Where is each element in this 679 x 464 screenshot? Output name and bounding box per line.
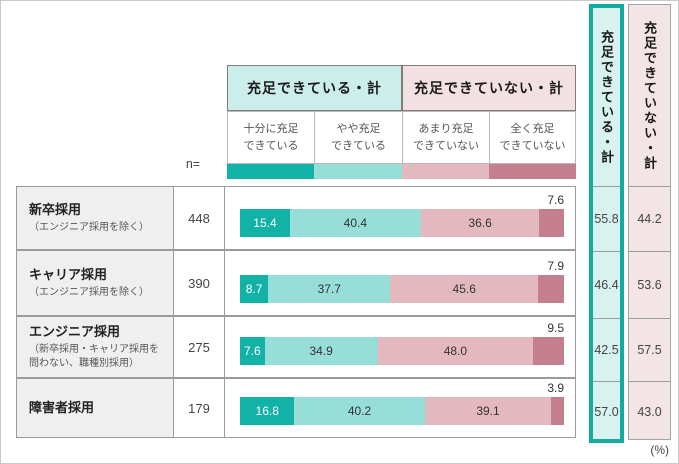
bar-segment: 40.2: [294, 397, 425, 425]
bar-segment: 39.1: [424, 397, 552, 425]
stacked-bar: 8.7 37.7 45.6: [240, 275, 564, 303]
summary-negative-value: 43.0: [629, 381, 670, 442]
bar-segment: 8.7: [240, 275, 269, 303]
summary-positive-value: 42.5: [593, 318, 620, 381]
unit-label: (%): [650, 443, 669, 457]
n-label: n=: [185, 157, 201, 171]
n-value: 275: [174, 317, 225, 377]
bar-segment: 36.6: [420, 209, 540, 237]
summary-positive-value: 55.8: [593, 186, 620, 251]
category-cell: キャリア採用 （エンジニア採用を除く）: [17, 251, 174, 315]
category-label: エンジニア採用: [29, 324, 121, 340]
stacked-bar: 15.4 40.4 36.6: [240, 209, 564, 237]
summary-negative-value: 57.5: [629, 318, 670, 381]
category-cell: エンジニア採用 （新卒採用・キャリア採用を 問わない、職種別採用）: [17, 317, 174, 377]
category-label: キャリア採用: [29, 267, 108, 283]
summary-negative-header: 充足できていない・計: [642, 20, 657, 171]
bar-segment: 15.4: [240, 209, 290, 237]
group-header-positive: 充足できている・計: [227, 65, 402, 111]
bar-segment-value-above: 7.9: [547, 259, 564, 273]
bar-segment: [551, 397, 564, 425]
stacked-bar: 16.8 40.2 39.1: [240, 397, 564, 425]
bar-segment: 34.9: [264, 337, 378, 365]
legend-strip-somewhat: [314, 164, 403, 179]
summary-negative-column: 充足できていない・計 44.2 53.6 57.5 43.0: [628, 4, 671, 440]
n-value: 390: [174, 251, 225, 315]
summary-positive-header: 充足できている・計: [599, 29, 614, 165]
table-row: エンジニア採用 （新卒採用・キャリア採用を 問わない、職種別採用） 275 7.6 34…: [16, 316, 576, 378]
bar-segment-value-above: 9.5: [547, 321, 564, 335]
legend-strip-not-quite: [402, 164, 490, 179]
sub-header-not-quite: あまり充足 できていない: [402, 111, 490, 164]
sub-header-sufficient: 十分に充足 できている: [227, 111, 315, 164]
summary-negative-value: 53.6: [629, 251, 670, 318]
summary-positive-value: 57.0: [593, 381, 620, 442]
summary-positive-column: 充足できている・計 55.8 46.4 42.5 57.0: [589, 4, 624, 443]
table-row: 新卒採用 （エンジニア採用を除く） 448 15.4 40.4 36.6 7.6: [16, 186, 576, 250]
category-cell: 新卒採用 （エンジニア採用を除く）: [17, 187, 174, 249]
summary-negative-value: 44.2: [629, 186, 670, 251]
category-cell: 障害者採用: [17, 379, 174, 437]
category-note: （エンジニア採用を除く）: [29, 286, 149, 298]
bar-segment-value-above: 3.9: [547, 381, 564, 395]
bar-segment: [533, 337, 564, 365]
bar-segment: 45.6: [390, 275, 539, 303]
table-row: 障害者採用 179 16.8 40.2 39.1 3.9: [16, 378, 576, 438]
category-note: （新卒採用・キャリア採用を 問わない、職種別採用）: [29, 343, 159, 369]
bar-segment: [539, 209, 564, 237]
n-value: 179: [174, 379, 225, 437]
bar-segment: 16.8: [240, 397, 295, 425]
group-header-negative-label: 充足できていない・計: [414, 80, 564, 96]
bar-segment: 37.7: [268, 275, 391, 303]
sub-header-somewhat: やや充足 できている: [314, 111, 403, 164]
category-note: （エンジニア採用を除く）: [29, 221, 149, 233]
bar-segment: 7.6: [240, 337, 265, 365]
legend-strip-sufficient: [227, 164, 315, 179]
bar-segment: 40.4: [289, 209, 421, 237]
bar-segment: 48.0: [377, 337, 534, 365]
sub-header-not-at-all: 全く充足 できていない: [489, 111, 576, 164]
group-header-positive-label: 充足できている・計: [247, 80, 382, 96]
group-header-negative: 充足できていない・計: [402, 65, 576, 111]
n-value: 448: [174, 187, 225, 249]
category-label: 障害者採用: [29, 400, 95, 416]
legend-strip-not-at-all: [489, 164, 576, 179]
category-label: 新卒採用: [29, 202, 82, 218]
table-row: キャリア採用 （エンジニア採用を除く） 390 8.7 37.7 45.6 7.9: [16, 250, 576, 316]
bar-segment-value-above: 7.6: [547, 193, 564, 207]
summary-positive-value: 46.4: [593, 251, 620, 318]
bar-segment: [538, 275, 564, 303]
stacked-bar: 7.6 34.9 48.0: [240, 337, 564, 365]
